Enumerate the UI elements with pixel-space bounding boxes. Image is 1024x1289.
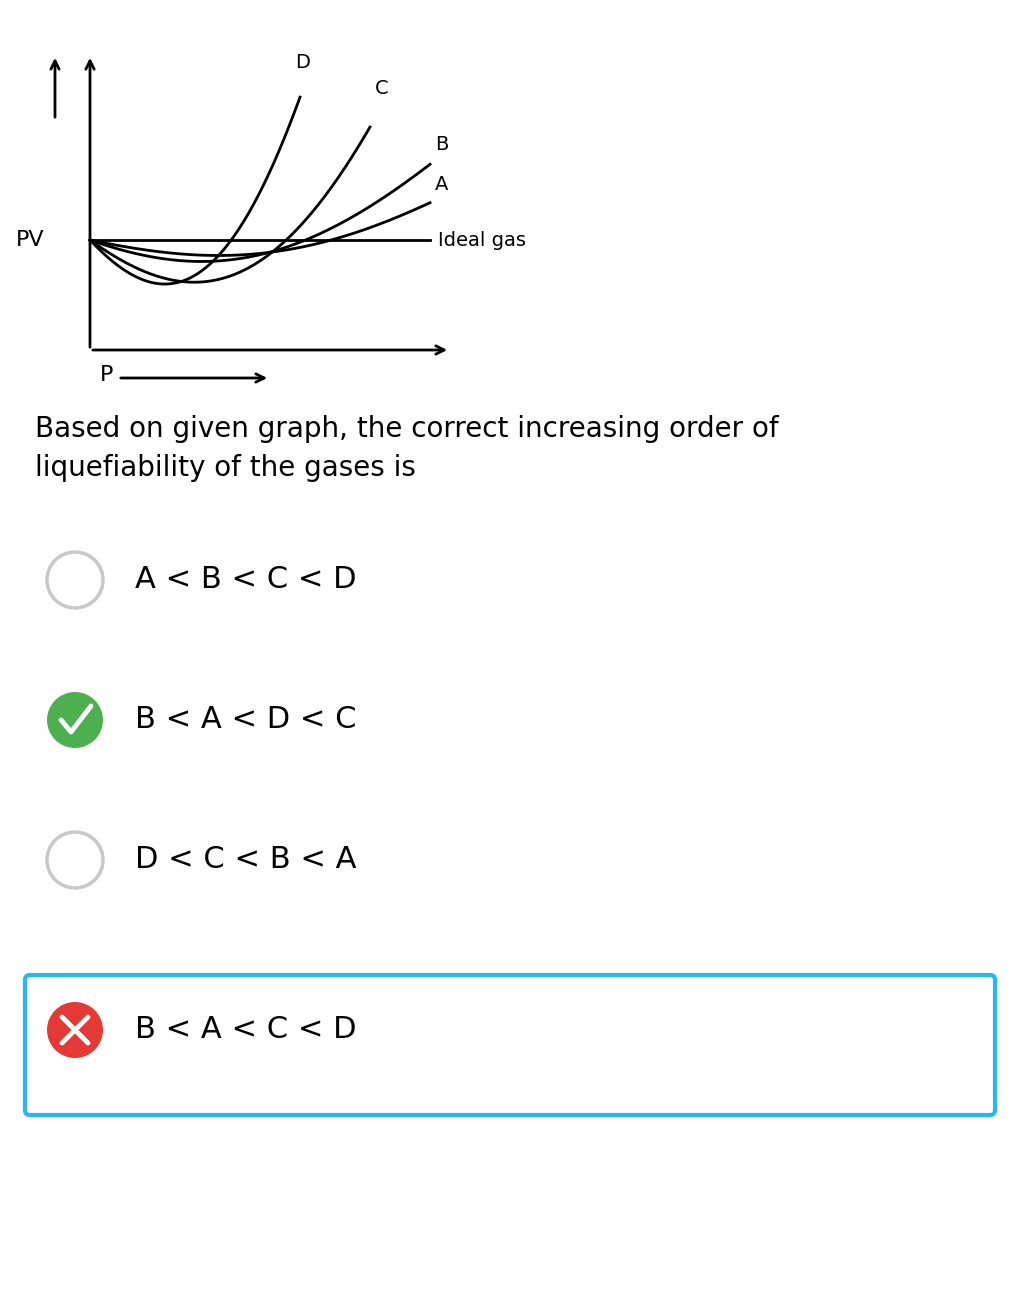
Text: P: P [100,365,114,385]
Text: A < B < C < D: A < B < C < D [135,566,356,594]
Text: PV: PV [16,229,45,250]
Circle shape [47,831,103,888]
FancyBboxPatch shape [25,974,995,1115]
Text: C: C [375,79,389,98]
Circle shape [47,692,103,748]
Text: D: D [295,53,310,71]
Text: B < A < C < D: B < A < C < D [135,1016,356,1044]
Circle shape [47,552,103,608]
Text: B: B [435,135,449,155]
Text: D < C < B < A: D < C < B < A [135,846,356,874]
Text: Based on given graph, the correct increasing order of
liquefiability of the gase: Based on given graph, the correct increa… [35,415,778,482]
Text: A: A [435,175,449,195]
Text: Ideal gas: Ideal gas [438,231,526,250]
Circle shape [47,1002,103,1058]
Text: B < A < D < C: B < A < D < C [135,705,356,735]
